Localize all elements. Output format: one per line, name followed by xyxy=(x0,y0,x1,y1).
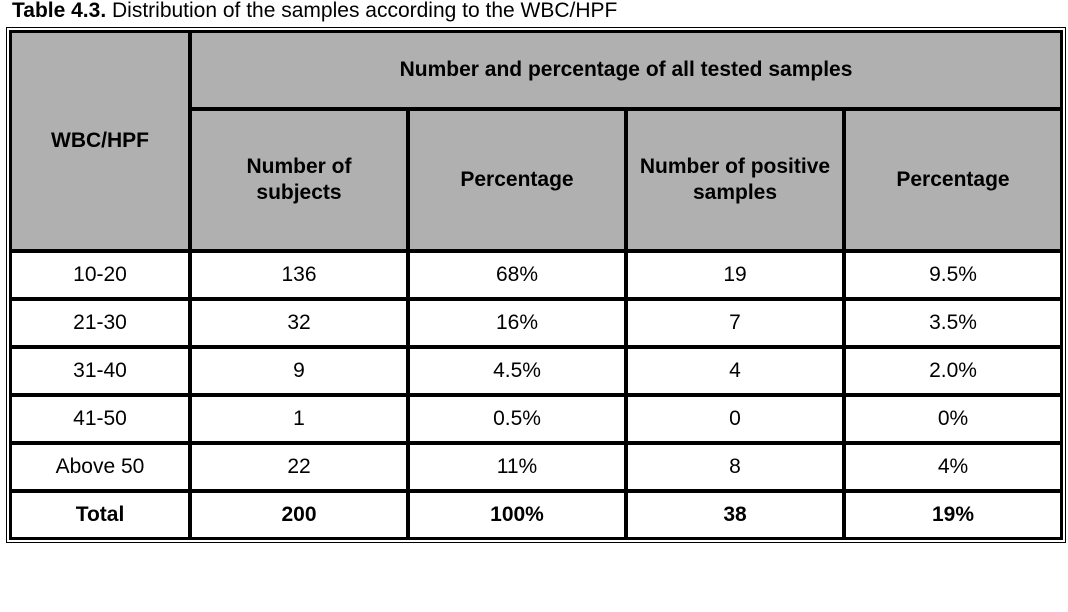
table-row: 41-50 1 0.5% 0 0% xyxy=(10,395,1062,443)
page-root: { "caption": { "label_bold": "Table 4.3.… xyxy=(0,0,1068,612)
cell-positive: 19 xyxy=(626,251,844,299)
cell-positive: 7 xyxy=(626,299,844,347)
cell-pct2: 2.0% xyxy=(844,347,1062,395)
cell-range: 21-30 xyxy=(10,299,190,347)
cell-pct2: 3.5% xyxy=(844,299,1062,347)
row-header-wbc-hpf: WBC/HPF xyxy=(10,31,190,251)
cell-pct2: 0% xyxy=(844,395,1062,443)
header-row-1: WBC/HPF Number and percentage of all tes… xyxy=(10,31,1062,109)
table-row: 21-30 32 16% 7 3.5% xyxy=(10,299,1062,347)
cell-pct2: 4% xyxy=(844,443,1062,491)
cell-subjects: 200 xyxy=(190,491,408,539)
cell-pct1: 68% xyxy=(408,251,626,299)
cell-subjects: 22 xyxy=(190,443,408,491)
cell-pct2: 9.5% xyxy=(844,251,1062,299)
table-row: Above 50 22 11% 8 4% xyxy=(10,443,1062,491)
cell-positive: 38 xyxy=(626,491,844,539)
cell-range: 41-50 xyxy=(10,395,190,443)
cell-pct1: 11% xyxy=(408,443,626,491)
cell-pct1: 16% xyxy=(408,299,626,347)
caption-text: Distribution of the samples according to… xyxy=(106,0,617,22)
caption-label: Table 4.3. xyxy=(12,0,106,22)
table-row: 10-20 136 68% 19 9.5% xyxy=(10,251,1062,299)
cell-range: Total xyxy=(10,491,190,539)
cell-subjects: 32 xyxy=(190,299,408,347)
table-head: WBC/HPF Number and percentage of all tes… xyxy=(10,31,1062,251)
cell-subjects: 9 xyxy=(190,347,408,395)
cell-positive: 0 xyxy=(626,395,844,443)
cell-positive: 4 xyxy=(626,347,844,395)
table-row-total: Total 200 100% 38 19% xyxy=(10,491,1062,539)
table-caption: Table 4.3. Distribution of the samples a… xyxy=(12,0,1062,21)
col-header-subjects: Number of subjects xyxy=(190,109,408,251)
table-body: 10-20 136 68% 19 9.5% 21-30 32 16% 7 3.5… xyxy=(10,251,1062,539)
cell-range: 31-40 xyxy=(10,347,190,395)
cell-pct2: 19% xyxy=(844,491,1062,539)
cell-positive: 8 xyxy=(626,443,844,491)
cell-pct1: 100% xyxy=(408,491,626,539)
cell-subjects: 1 xyxy=(190,395,408,443)
table-row: 31-40 9 4.5% 4 2.0% xyxy=(10,347,1062,395)
col-header-pct2: Percentage xyxy=(844,109,1062,251)
cell-subjects: 136 xyxy=(190,251,408,299)
col-header-positive: Number of positive samples xyxy=(626,109,844,251)
span-header-all-samples: Number and percentage of all tested samp… xyxy=(190,31,1062,109)
cell-pct1: 4.5% xyxy=(408,347,626,395)
col-header-pct1: Percentage xyxy=(408,109,626,251)
cell-pct1: 0.5% xyxy=(408,395,626,443)
cell-range: 10-20 xyxy=(10,251,190,299)
cell-range: Above 50 xyxy=(10,443,190,491)
wbc-table: WBC/HPF Number and percentage of all tes… xyxy=(6,27,1066,543)
